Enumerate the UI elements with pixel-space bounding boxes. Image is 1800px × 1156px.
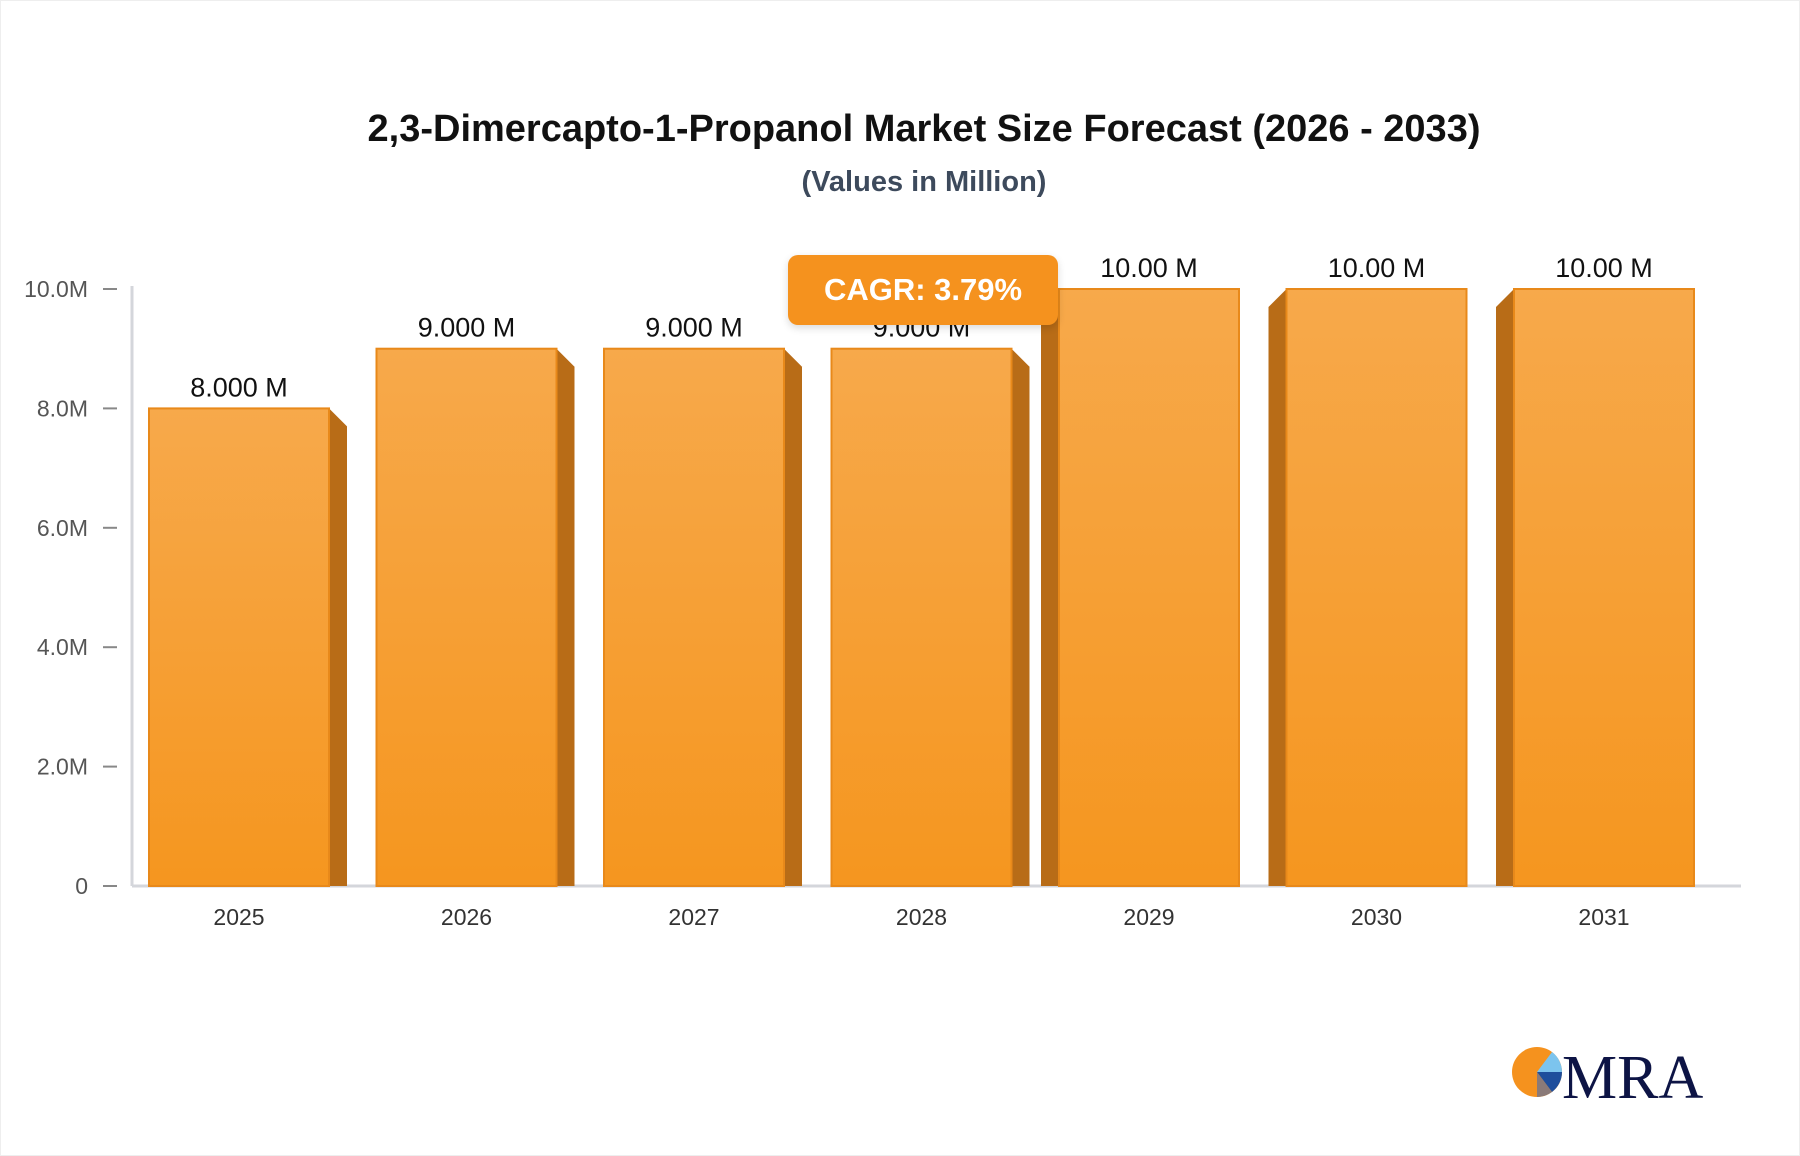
x-tick-label: 2026 bbox=[441, 904, 492, 930]
x-tick-label: 2028 bbox=[896, 904, 947, 930]
y-tick-label: 2.0M bbox=[37, 754, 88, 780]
data-label: 9.000 M bbox=[418, 313, 516, 343]
mra-logo: MRA bbox=[1512, 1044, 1703, 1110]
x-tick-label: 2029 bbox=[1123, 904, 1174, 930]
y-tick-label: 10.0M bbox=[24, 276, 88, 302]
bar bbox=[1513, 288, 1695, 887]
bar-chart: 0 2.0M 4.0M 6.0M 8.0M 10.0M 8.000 M 2025 9.000 M… bbox=[24, 253, 1741, 930]
data-label: 8.000 M bbox=[190, 372, 288, 402]
bar-side bbox=[1268, 289, 1287, 886]
bar-side bbox=[556, 348, 575, 886]
data-label: 9.000 M bbox=[645, 313, 743, 343]
data-label: 10.00 M bbox=[1328, 253, 1426, 283]
bar-side bbox=[1496, 289, 1514, 886]
y-tick-label: 0 bbox=[75, 873, 88, 899]
bar bbox=[830, 347, 1013, 887]
cagr-badge: CAGR: 3.79% bbox=[788, 255, 1058, 325]
bar-side bbox=[1011, 348, 1030, 886]
bar bbox=[148, 407, 330, 887]
x-tick-label: 2025 bbox=[213, 904, 264, 930]
data-label: 10.00 M bbox=[1555, 253, 1653, 283]
bar bbox=[603, 347, 785, 887]
y-tick-label: 6.0M bbox=[37, 515, 88, 541]
y-tick-label: 8.0M bbox=[37, 395, 88, 421]
bar-side bbox=[784, 348, 802, 886]
y-tick-label: 4.0M bbox=[37, 634, 88, 660]
x-tick-label: 2031 bbox=[1578, 904, 1629, 930]
bar-side bbox=[1041, 289, 1059, 886]
bar bbox=[1285, 288, 1468, 887]
logo-text: MRA bbox=[1562, 1044, 1703, 1110]
x-tick-label: 2027 bbox=[668, 904, 719, 930]
data-label: 10.00 M bbox=[1100, 253, 1198, 283]
bar bbox=[1058, 288, 1240, 887]
chart-subtitle: (Values in Million) bbox=[801, 166, 1047, 198]
bar-side bbox=[329, 408, 347, 886]
bar bbox=[375, 347, 558, 887]
chart-title: 2,3-Dimercapto-1-Propanol Market Size Fo… bbox=[367, 108, 1481, 150]
x-tick-label: 2030 bbox=[1351, 904, 1402, 930]
